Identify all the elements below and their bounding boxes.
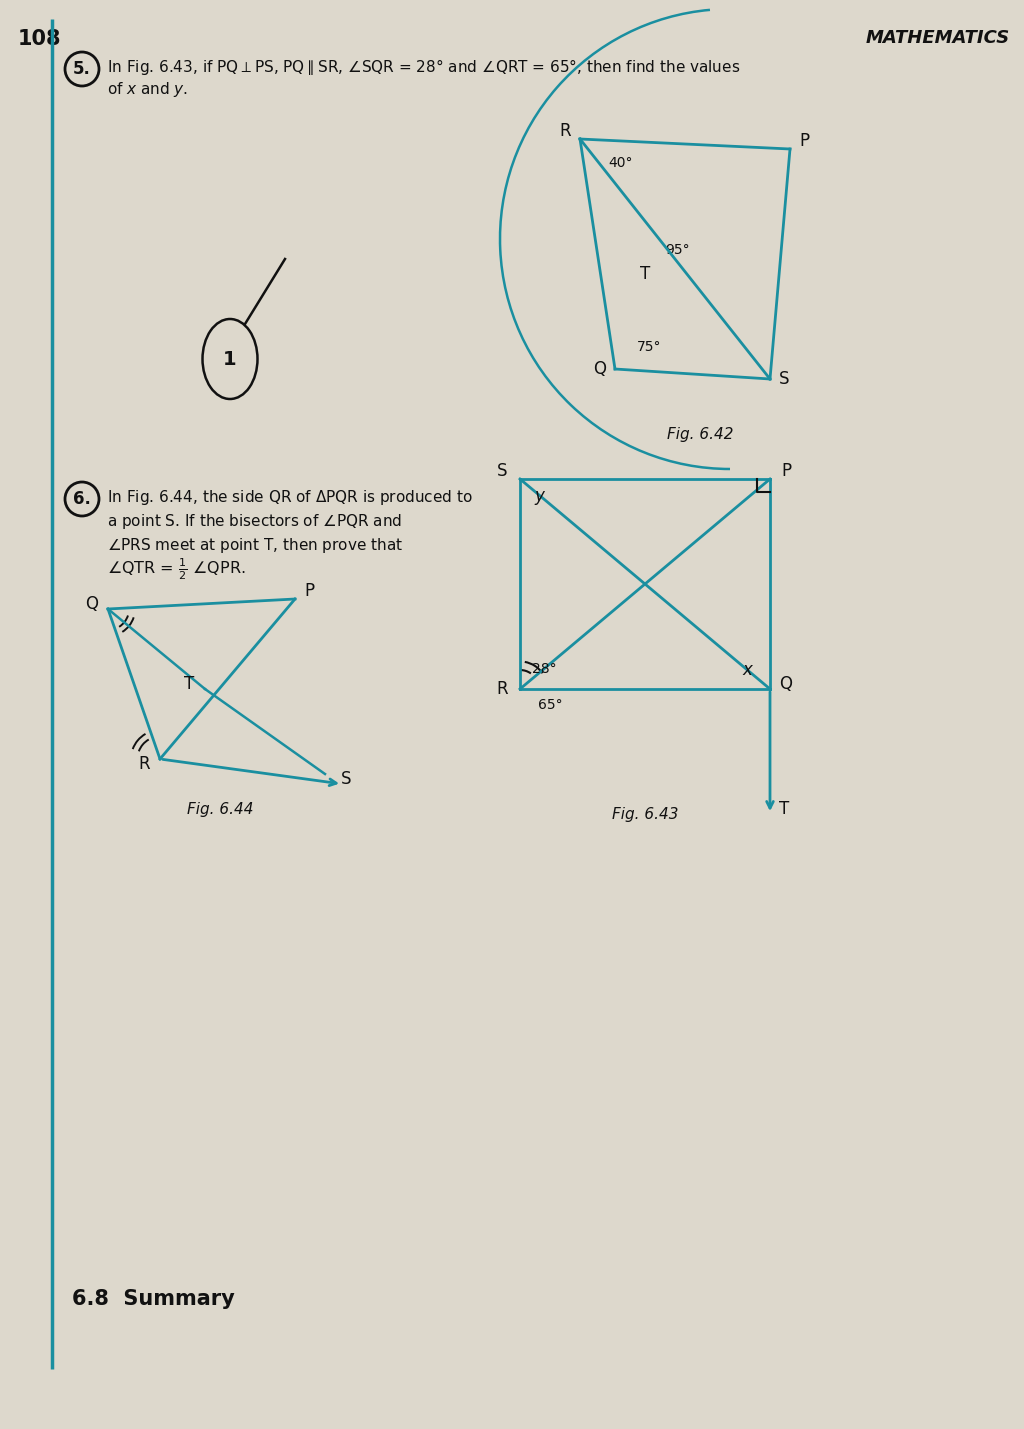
Text: S: S (341, 770, 351, 787)
Text: MATHEMATICS: MATHEMATICS (865, 29, 1010, 47)
Text: In Fig. 6.43, if PQ$\perp$PS, PQ$\parallel$SR, $\angle$SQR = 28$°$ and $\angle$Q: In Fig. 6.43, if PQ$\perp$PS, PQ$\parall… (106, 57, 740, 77)
Text: 65°: 65° (538, 697, 562, 712)
Text: T: T (184, 674, 195, 693)
Text: 95°: 95° (665, 243, 689, 257)
Text: Fig. 6.43: Fig. 6.43 (611, 807, 678, 822)
Text: of $x$ and $y$.: of $x$ and $y$. (106, 80, 188, 99)
Text: Fig. 6.44: Fig. 6.44 (186, 802, 253, 817)
Text: In Fig. 6.44, the side QR of $\Delta$PQR is produced to: In Fig. 6.44, the side QR of $\Delta$PQR… (106, 487, 472, 506)
Text: a point S. If the bisectors of $\angle$PQR and: a point S. If the bisectors of $\angle$P… (106, 512, 402, 530)
Text: $\angle$QTR = $\frac{1}{2}$ $\angle$QPR.: $\angle$QTR = $\frac{1}{2}$ $\angle$QPR. (106, 556, 246, 582)
Text: S: S (778, 370, 790, 389)
Text: P: P (304, 582, 314, 600)
Text: Fig. 6.42: Fig. 6.42 (667, 427, 733, 442)
Text: 108: 108 (18, 29, 61, 49)
Text: 40°: 40° (608, 156, 633, 170)
Text: $\angle$PRS meet at point T, then prove that: $\angle$PRS meet at point T, then prove … (106, 536, 403, 554)
Text: R: R (138, 755, 150, 773)
Text: T: T (779, 800, 790, 817)
Text: Q: Q (779, 674, 793, 693)
Text: y: y (534, 487, 544, 504)
Text: P: P (781, 462, 792, 480)
Text: S: S (497, 462, 507, 480)
Text: x: x (742, 662, 752, 679)
Text: R: R (559, 121, 570, 140)
Text: R: R (497, 680, 508, 697)
Text: 28°: 28° (532, 662, 557, 676)
Text: Q: Q (594, 360, 606, 379)
Text: 5.: 5. (73, 60, 91, 79)
Text: T: T (640, 264, 650, 283)
Text: 75°: 75° (637, 340, 662, 354)
Text: 1: 1 (223, 350, 237, 369)
Text: P: P (799, 131, 809, 150)
Text: 6.8  Summary: 6.8 Summary (72, 1289, 234, 1309)
Text: Q: Q (85, 594, 98, 613)
Text: 6.: 6. (73, 490, 91, 507)
